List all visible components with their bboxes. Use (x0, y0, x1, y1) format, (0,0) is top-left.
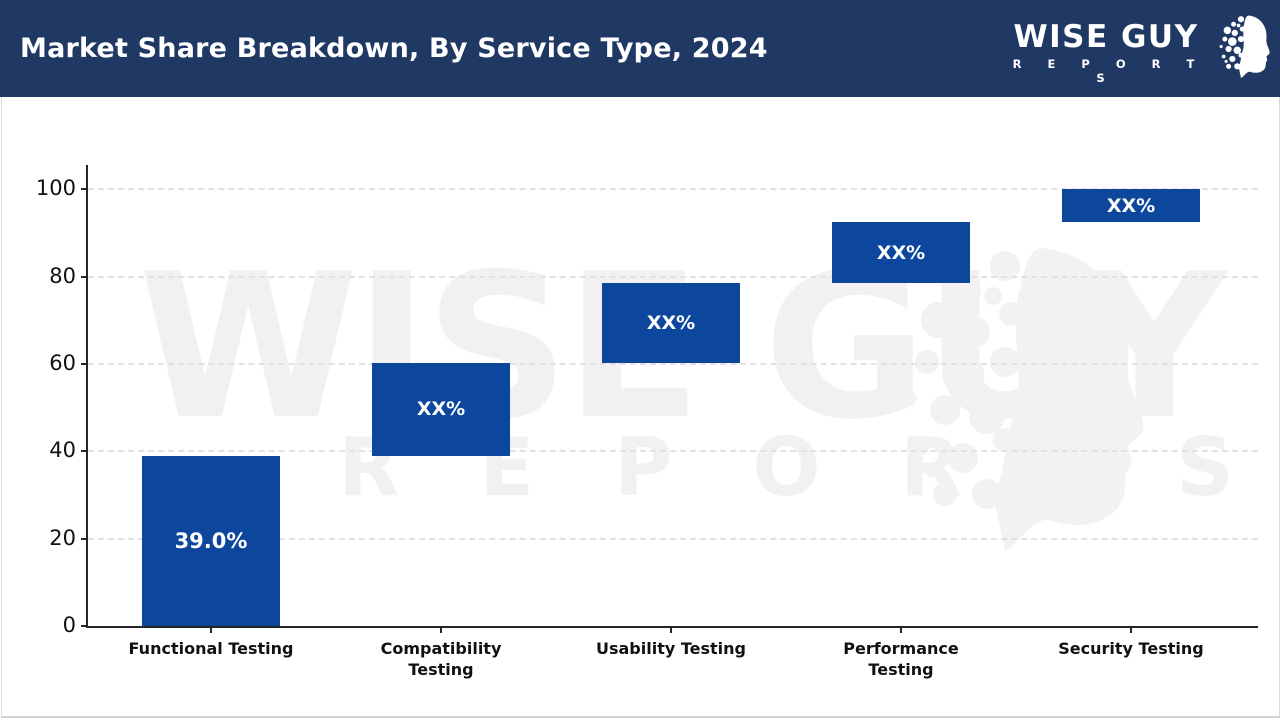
gridline-100 (88, 188, 1258, 191)
y-axis-tick-0 (81, 625, 88, 627)
y-axis-tick-20 (81, 537, 88, 540)
y-axis-tick-40 (81, 450, 88, 453)
gridline-80 (88, 275, 1258, 278)
category-label-4: Performance Testing (843, 639, 959, 679)
x-axis-tick-5 (1130, 626, 1132, 633)
bar-value-label-4: XX% (876, 241, 926, 264)
bar-1: 39.0% (142, 455, 280, 626)
y-axis-label-0: 0 (62, 613, 76, 637)
category-label-2: Compatibility Testing (380, 639, 502, 679)
bar-3: XX% (602, 283, 740, 363)
y-axis-label-40: 40 (49, 438, 76, 463)
x-axis-tick-2 (440, 626, 442, 633)
category-label-3: Usability Testing (595, 639, 746, 658)
bar-2: XX% (372, 362, 510, 456)
y-axis-label-80: 80 (49, 263, 76, 288)
bar-4: XX% (832, 222, 970, 284)
brand-face-icon (1219, 15, 1270, 79)
page-title: Market Share Breakdown, By Service Type,… (20, 33, 768, 64)
gridline-20 (88, 537, 1258, 540)
x-axis-tick-1 (210, 626, 212, 633)
y-axis-line (86, 165, 88, 628)
category-label-5: Security Testing (1058, 639, 1204, 658)
y-axis-tick-80 (81, 275, 88, 278)
brand-logo-text: WISE GUY R E P O R T S (1002, 19, 1210, 86)
bar-value-label-5: XX% (1106, 194, 1156, 217)
x-axis-tick-3 (670, 626, 672, 633)
y-axis-tick-100 (81, 188, 88, 191)
bar-value-label-2: XX% (416, 398, 466, 421)
background-watermark-face (901, 248, 1144, 551)
gridline-40 (88, 450, 1258, 453)
y-axis-label-60: 60 (49, 351, 76, 376)
x-axis-tick-4 (900, 626, 902, 633)
category-label-1: Functional Testing (128, 639, 294, 658)
brand-name: WISE GUY (1013, 19, 1199, 55)
x-axis-line (86, 626, 1258, 628)
title-bar: Market Share Breakdown, By Service Type,… (0, 0, 1280, 97)
gridline-60 (88, 363, 1258, 366)
bar-value-label-3: XX% (646, 311, 696, 334)
y-axis-label-20: 20 (49, 525, 76, 550)
brand-logo: WISE GUY R E P O R T S (1002, 0, 1272, 97)
brand-subname: R E P O R T S (1012, 57, 1206, 85)
y-axis-label-100: 100 (35, 176, 76, 201)
y-axis-tick-60 (81, 363, 88, 366)
bar-5: XX% (1062, 189, 1200, 223)
bar-value-label-1: 39.0% (174, 528, 248, 553)
